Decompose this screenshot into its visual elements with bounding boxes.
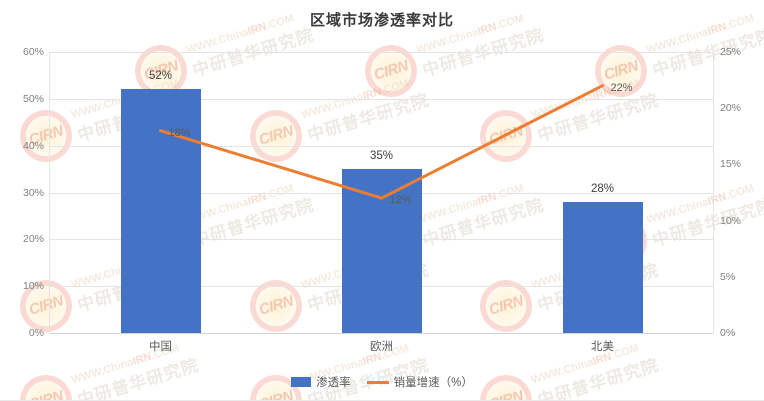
chart-legend: 渗透率 销量增速（%）: [0, 374, 764, 390]
right-axis-tick-label: 0%: [720, 327, 736, 339]
right-axis-tick-label: 10%: [720, 214, 742, 227]
x-axis-tick-中国: 中国: [149, 341, 172, 353]
left-axis-tick-label: 0%: [28, 327, 44, 339]
left-axis-tick-label: 20%: [22, 233, 44, 246]
bar-欧洲[interactable]: [341, 169, 422, 333]
x-axis-tick-欧洲: 欧洲: [370, 341, 393, 353]
legend-label: 销量增速（%）: [393, 377, 473, 389]
right-axis-tick-label: 20%: [720, 102, 742, 115]
line-path[interactable]: [159, 84, 604, 200]
left-axis-tick-label: 30%: [22, 186, 44, 199]
gridline: [50, 98, 713, 100]
chart-title: 区域市场渗透率对比: [309, 12, 454, 29]
bar-value-label: 28%: [590, 182, 615, 195]
line-value-label: 22%: [610, 81, 633, 94]
bar-value-label: 52%: [148, 70, 173, 83]
line-swatch-icon: [366, 380, 389, 384]
line-series: [159, 84, 604, 200]
right-axis-tick-label: 5%: [720, 270, 736, 283]
line-value-label: 12%: [389, 194, 412, 207]
legend-label: 渗透率: [316, 377, 351, 389]
right-axis-line: [713, 52, 714, 333]
right-axis-tick-label: 15%: [720, 158, 742, 171]
left-axis-tick-label: 50%: [22, 92, 44, 105]
left-axis-tick-label: 60%: [22, 46, 44, 58]
left-axis-tick-label: 10%: [22, 280, 44, 293]
bar-北美[interactable]: [562, 201, 643, 333]
left-axis-tick-label: 40%: [22, 139, 44, 152]
legend-item-1[interactable]: 渗透率: [291, 374, 351, 390]
left-axis-line: [49, 52, 50, 333]
gridline: [50, 52, 713, 53]
x-axis-tick-北美: 北美: [591, 341, 614, 353]
gridline: [50, 333, 713, 334]
plot-area: 0% 10% 20% 30% 40% 50% 60% 0% 5% 10% 15% 20% 25% 52…: [23, 47, 741, 353]
legend-item-2[interactable]: 销量增速（%）: [366, 374, 473, 390]
right-axis-tick-label: 25%: [720, 46, 742, 58]
bar-value-label: 35%: [369, 150, 394, 163]
bar-swatch-icon: [291, 377, 312, 387]
line-value-label: 18%: [168, 126, 191, 139]
gridline: [50, 145, 713, 147]
